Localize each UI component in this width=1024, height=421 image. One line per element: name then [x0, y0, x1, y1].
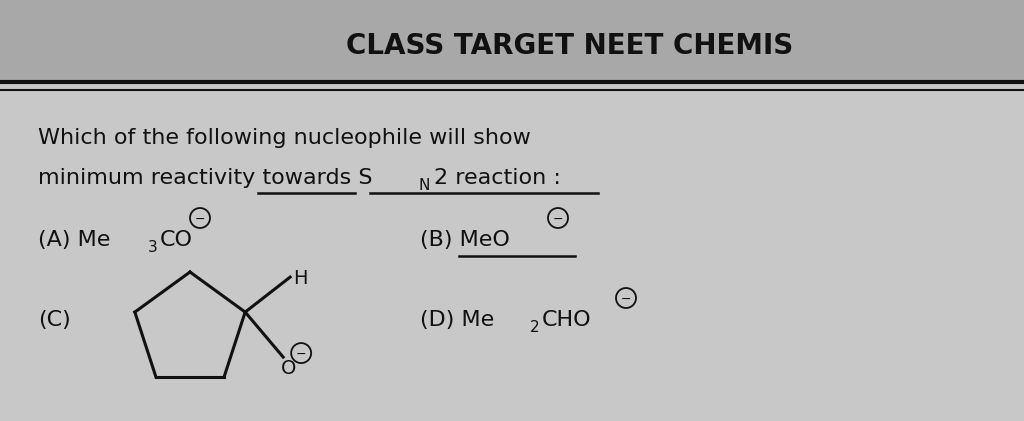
- Text: −: −: [553, 213, 563, 226]
- Text: 2: 2: [530, 320, 540, 335]
- Text: −: −: [195, 213, 205, 226]
- Text: −: −: [296, 348, 306, 360]
- Text: (A) Me: (A) Me: [38, 230, 111, 250]
- Text: −: −: [621, 293, 631, 306]
- Text: CLASS TARGET NEET CHEMIS: CLASS TARGET NEET CHEMIS: [346, 32, 794, 60]
- Text: 2 reaction :: 2 reaction :: [434, 168, 561, 188]
- Text: minimum reactivity towards S: minimum reactivity towards S: [38, 168, 373, 188]
- Text: (B) MeO: (B) MeO: [420, 230, 510, 250]
- Text: (D) Me: (D) Me: [420, 310, 495, 330]
- Text: (C): (C): [38, 310, 71, 330]
- Text: CHO: CHO: [542, 310, 592, 330]
- Text: O: O: [282, 359, 297, 378]
- Text: 3: 3: [148, 240, 158, 255]
- Text: N: N: [418, 178, 429, 193]
- Text: H: H: [293, 269, 307, 288]
- Text: Which of the following nucleophile will show: Which of the following nucleophile will …: [38, 128, 530, 148]
- Text: CO: CO: [160, 230, 193, 250]
- Bar: [0, 0, 1024, 82]
